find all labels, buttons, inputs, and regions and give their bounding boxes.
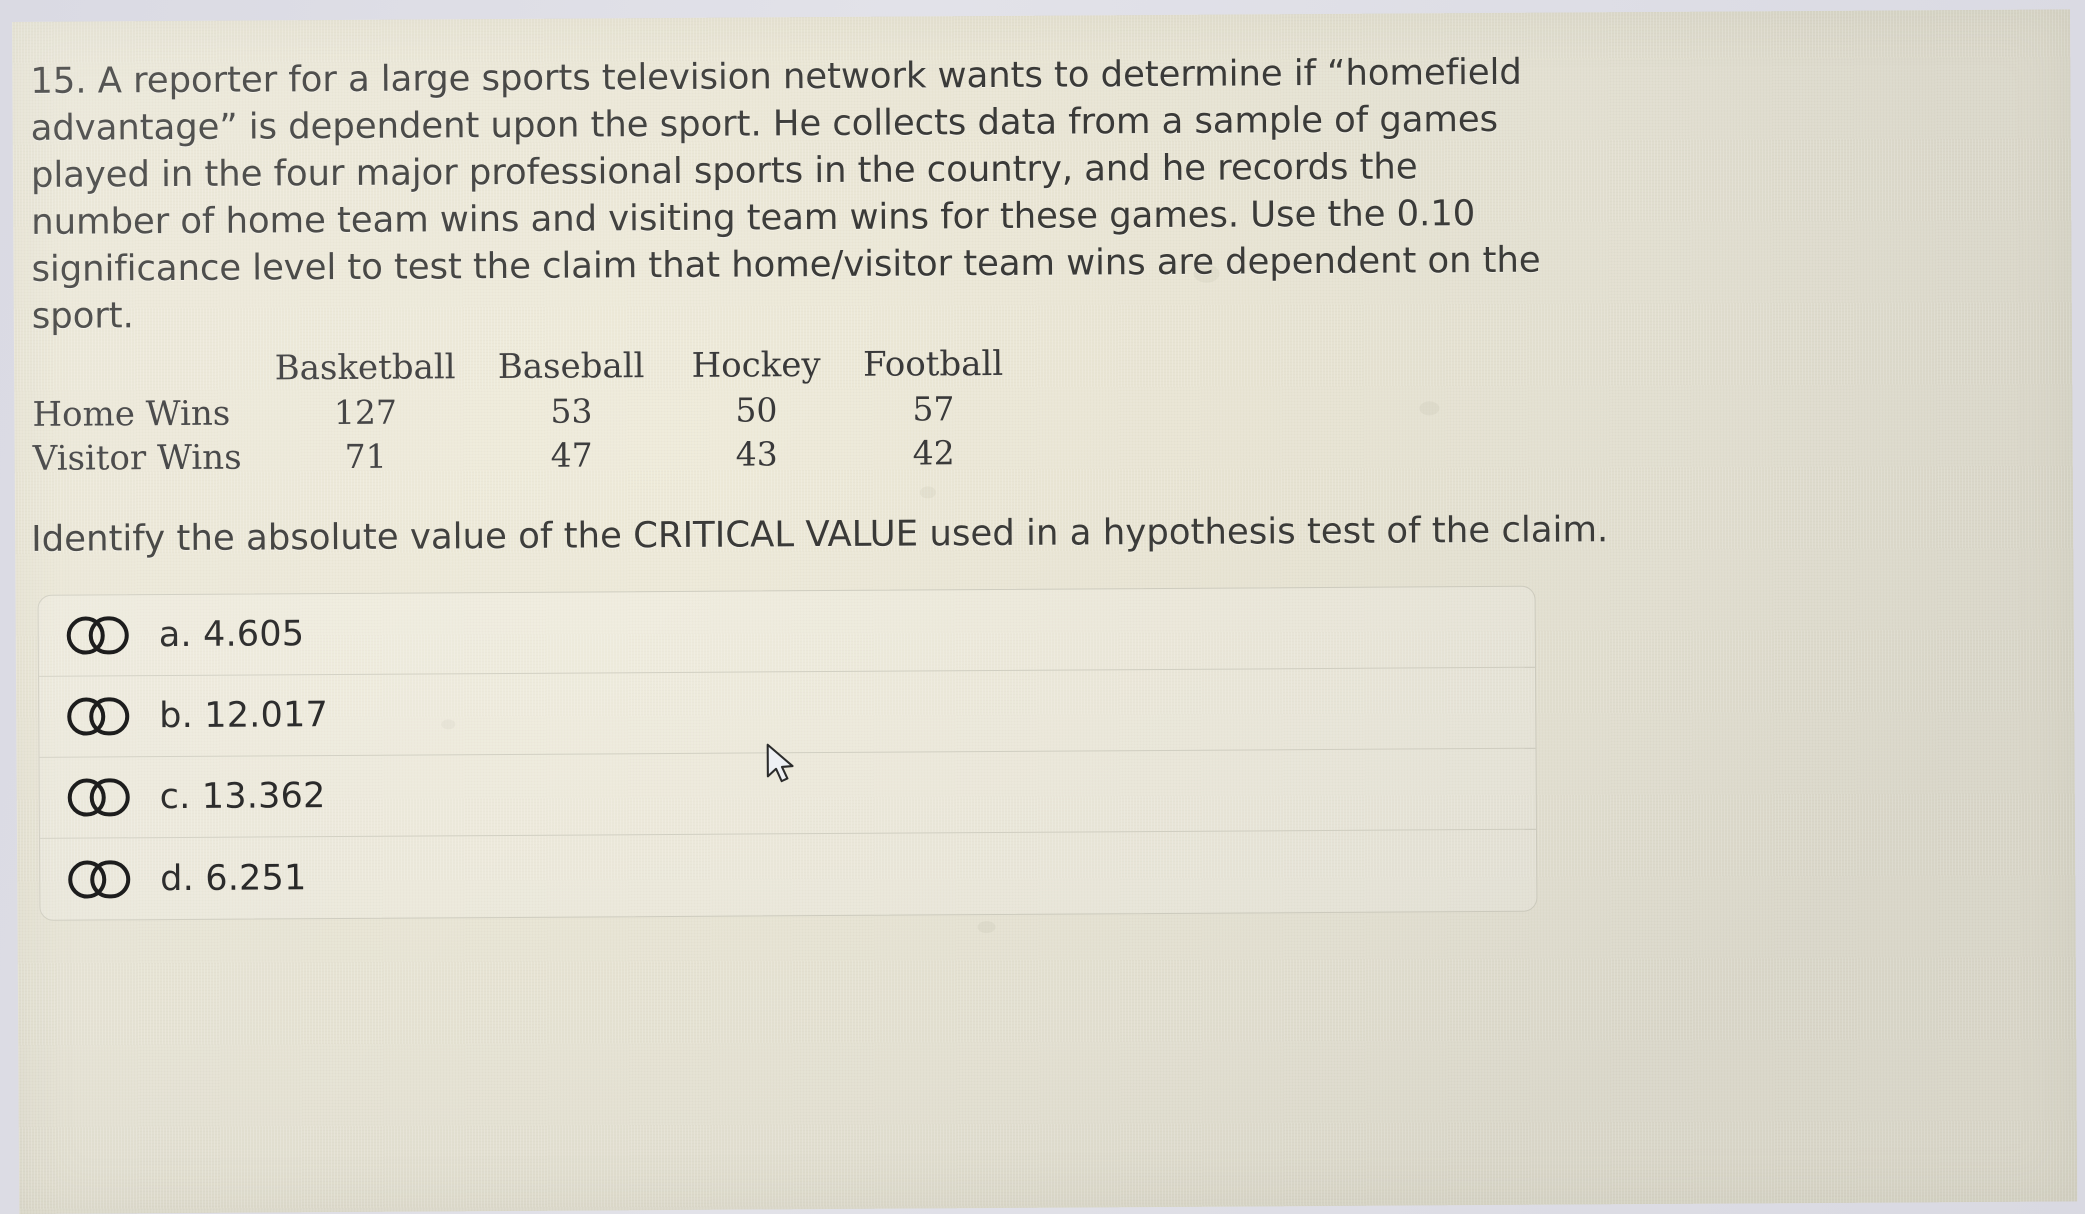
radio-button-icon[interactable] — [67, 696, 130, 736]
cell-home-baseball: 53 — [550, 391, 593, 431]
question-stem: 15. A reporter for a large sports televi… — [30, 51, 1541, 337]
cell-home-basketball: 127 — [333, 392, 398, 433]
answer-option-a[interactable]: a. 4.605 — [38, 586, 1535, 677]
radio-button-icon[interactable] — [67, 777, 130, 817]
column-header-basketball: Basketball — [274, 347, 456, 389]
cell-visitor-baseball: 47 — [550, 435, 593, 475]
answer-option-c-label: c. 13.362 — [159, 776, 326, 818]
table-corner-cell — [24, 346, 256, 393]
answer-option-c[interactable]: c. 13.362 — [39, 748, 1536, 839]
answer-option-d-label: d. 6.251 — [160, 857, 307, 899]
question-prompt: Identify the absolute value of the CRITI… — [31, 509, 1609, 560]
row-header-visitor-wins: Visitor Wins — [32, 437, 242, 479]
column-header-hockey: Hockey — [691, 345, 821, 386]
answer-option-a-label: a. 4.605 — [158, 614, 305, 656]
table-row: Visitor Wins 71 47 43 42 — [25, 431, 1023, 481]
cell-visitor-hockey: 43 — [735, 434, 778, 474]
cell-home-football: 57 — [912, 389, 955, 429]
answer-option-d[interactable]: d. 6.251 — [40, 830, 1536, 920]
radio-button-icon[interactable] — [66, 615, 129, 655]
answer-options-list: a. 4.605 b. 12.017 c. 13.362 — [37, 585, 1538, 921]
table-row: Home Wins 127 53 50 57 — [24, 387, 1022, 437]
cell-visitor-basketball: 71 — [344, 436, 387, 476]
row-header-home-wins: Home Wins — [32, 393, 231, 435]
column-header-football: Football — [862, 343, 1004, 385]
radio-button-icon[interactable] — [68, 859, 131, 899]
table-header-row: Basketball Baseball Hockey Football — [24, 341, 1022, 393]
answer-option-b-label: b. 12.017 — [159, 695, 329, 737]
contingency-table: Basketball Baseball Hockey Football Home… — [24, 341, 1023, 481]
answer-option-b[interactable]: b. 12.017 — [39, 667, 1536, 758]
quiz-screen-sheet: 15. A reporter for a large sports televi… — [12, 9, 2078, 1214]
column-header-baseball: Baseball — [497, 346, 645, 388]
cell-visitor-football: 42 — [912, 433, 955, 473]
cell-home-hockey: 50 — [735, 390, 778, 430]
